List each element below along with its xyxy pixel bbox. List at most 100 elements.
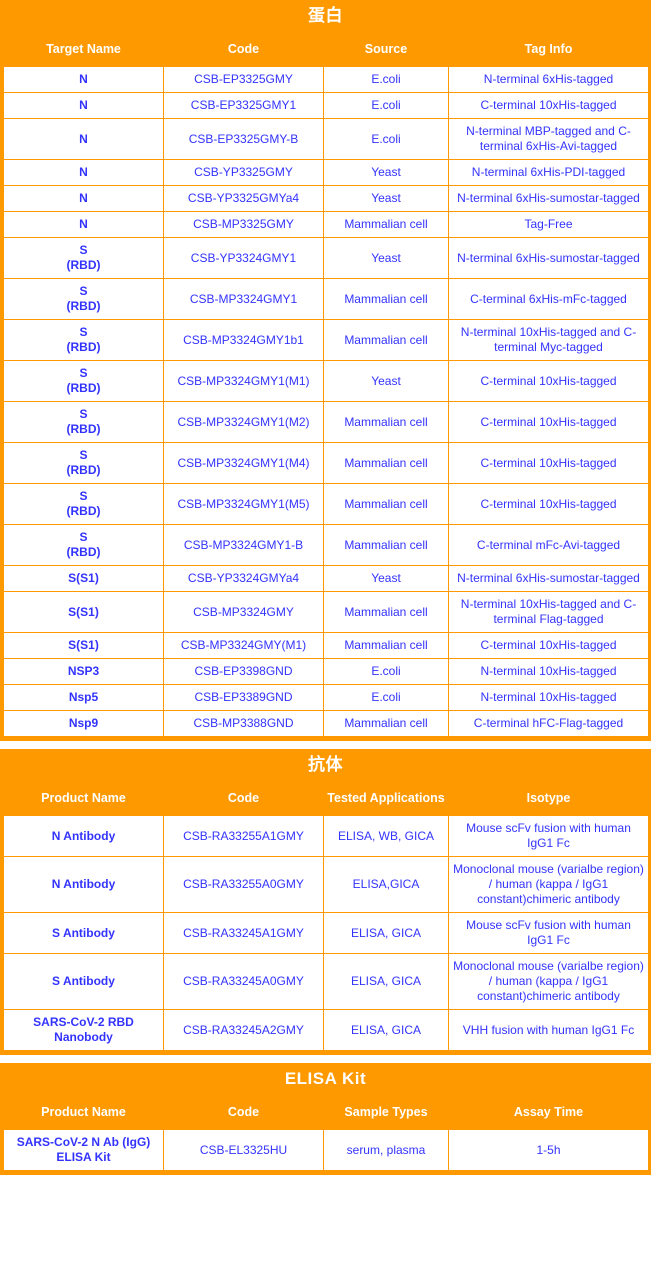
cell-name-line2: (RBD) <box>66 340 101 354</box>
cell-name-line1: S(S1) <box>68 604 99 619</box>
cell-name-line1: S <box>79 243 88 257</box>
table-row: S (RBD) CSB-MP3324GMY1-B Mammalian cell C-te… <box>3 524 649 566</box>
cell-tag: N-terminal 6xHis-sumostar-tagged <box>448 237 649 279</box>
cell-name-line1: N <box>79 72 88 86</box>
column-header: Tag Info <box>448 32 649 67</box>
cell-name: Nsp5 <box>3 684 164 711</box>
cell-source: E.coli <box>323 66 449 93</box>
cell-source: Mammalian cell <box>323 632 449 659</box>
table-row: S Antibody CSB-RA33245A1GMY ELISA, GICA Mou… <box>3 912 649 954</box>
cell-tag: Monoclonal mouse (varialbe region) / hum… <box>448 953 649 1010</box>
table-row: S (RBD) CSB-MP3324GMY1b1 Mammalian cell N-te… <box>3 319 649 361</box>
cell-tag: 1-5h <box>448 1129 649 1171</box>
cell-name-line1: S <box>79 366 88 380</box>
cell-code: CSB-MP3325GMY <box>163 211 324 238</box>
cell-name: Nsp9 <box>3 710 164 737</box>
cell-name: N <box>3 211 164 238</box>
table-proteins: Target Name Code Source Tag Info N CSB-EP3325… <box>3 32 649 737</box>
cell-tag: C-terminal hFC-Flag-tagged <box>448 710 649 737</box>
cell-code: CSB-RA33255A0GMY <box>163 856 324 913</box>
cell-code: CSB-EP3325GMY <box>163 66 324 93</box>
cell-name-line2: (RBD) <box>66 545 101 559</box>
table-row: S (RBD) CSB-YP3324GMY1 Yeast N-terminal 6xHi… <box>3 237 649 279</box>
cell-name-line1: N Antibody <box>51 877 116 891</box>
cell-source: Yeast <box>323 185 449 212</box>
cell-name-line1: SARS-CoV-2 N Ab (IgG) <box>16 1135 151 1149</box>
cell-code: CSB-RA33245A2GMY <box>163 1009 324 1051</box>
cell-name: N Antibody <box>3 815 164 857</box>
cell-tag: N-terminal 10xHis-tagged <box>448 684 649 711</box>
column-header: Isotype <box>448 781 649 816</box>
cell-source: Mammalian cell <box>323 591 449 633</box>
cell-code: CSB-RA33245A0GMY <box>163 953 324 1010</box>
table-row: N CSB-EP3325GMY-B E.coli N-terminal MBP-tag… <box>3 118 649 160</box>
cell-name: S (RBD) <box>3 278 164 320</box>
section-proteins: 蛋白 Target Name Code Source Tag Info N CSB-EP33… <box>0 0 651 741</box>
cell-source: Mammalian cell <box>323 278 449 320</box>
column-header: Source <box>323 32 449 67</box>
cell-tag: Mouse scFv fusion with human IgG1 Fc <box>448 815 649 857</box>
cell-tag: N-terminal 6xHis-sumostar-tagged <box>448 185 649 212</box>
cell-name-line2: ELISA Kit <box>56 1150 111 1164</box>
cell-code: CSB-RA33255A1GMY <box>163 815 324 857</box>
cell-tag: C-terminal mFc-Avi-tagged <box>448 524 649 566</box>
column-header: Product Name <box>3 781 164 816</box>
cell-code: CSB-MP3324GMY1(M2) <box>163 401 324 443</box>
table-row: S (RBD) CSB-MP3324GMY1(M4) Mammalian cell C-… <box>3 442 649 484</box>
column-header: Target Name <box>3 32 164 67</box>
cell-name-line2: (RBD) <box>66 299 101 313</box>
section-title: ELISA Kit <box>284 1069 367 1088</box>
table-antibodies: Product Name Code Tested Applications Isoty… <box>3 781 649 1051</box>
cell-source: serum, plasma <box>323 1129 449 1171</box>
cell-tag: Monoclonal mouse (varialbe region) / hum… <box>448 856 649 913</box>
cell-tag: C-terminal 10xHis-tagged <box>448 360 649 402</box>
cell-source: Yeast <box>323 360 449 402</box>
cell-code: CSB-EP3325GMY-B <box>163 118 324 160</box>
cell-tag: N-terminal 10xHis-tagged <box>448 658 649 685</box>
cell-source: E.coli <box>323 92 449 119</box>
cell-code: CSB-MP3324GMY(M1) <box>163 632 324 659</box>
cell-source: Yeast <box>323 159 449 186</box>
cell-name: S(S1) <box>3 632 164 659</box>
cell-code: CSB-RA33245A1GMY <box>163 912 324 954</box>
cell-tag: N-terminal MBP-tagged and C-terminal 6xH… <box>448 118 649 160</box>
table-header-row: Target Name Code Source Tag Info <box>3 32 649 67</box>
table-row: N CSB-EP3325GMY1 E.coli C-terminal 10xHis-t… <box>3 92 649 119</box>
cell-tag: N-terminal 10xHis-tagged and C-terminal … <box>448 591 649 633</box>
cell-name-line1: SARS-CoV-2 RBD <box>33 1015 134 1029</box>
cell-name-line2: (RBD) <box>66 258 101 272</box>
cell-source: ELISA, GICA <box>323 1009 449 1051</box>
cell-code: CSB-MP3324GMY1(M5) <box>163 483 324 525</box>
cell-tag: C-terminal 10xHis-tagged <box>448 442 649 484</box>
cell-tag: C-terminal 10xHis-tagged <box>448 401 649 443</box>
table-row: NSP3 CSB-EP3398GND E.coli N-terminal 10xHis… <box>3 658 649 685</box>
cell-name: N <box>3 159 164 186</box>
cell-name-line1: S Antibody <box>52 974 115 988</box>
cell-source: E.coli <box>323 658 449 685</box>
column-header: Assay Time <box>448 1095 649 1130</box>
table-row: N CSB-YP3325GMY Yeast N-terminal 6xHis-PDI-… <box>3 159 649 186</box>
cell-source: ELISA, GICA <box>323 953 449 1010</box>
cell-name-line1: N <box>79 98 88 112</box>
table-header-row: Product Name Code Sample Types Assay Time <box>3 1095 649 1130</box>
cell-name-line1: NSP3 <box>67 664 100 678</box>
cell-source: Yeast <box>323 237 449 279</box>
column-header: Code <box>163 1095 324 1130</box>
table-row: N Antibody CSB-RA33255A1GMY ELISA, WB, GIC… <box>3 815 649 857</box>
table-row: S (RBD) CSB-MP3324GMY1(M5) Mammalian cell C-… <box>3 483 649 525</box>
cell-name: S (RBD) <box>3 401 164 443</box>
cell-source: Mammalian cell <box>323 401 449 443</box>
cell-source: Yeast <box>323 565 449 592</box>
cell-name-line1: S <box>79 489 88 503</box>
cell-name: S (RBD) <box>3 442 164 484</box>
cell-name-line1: S <box>79 284 88 298</box>
cell-source: Mammalian cell <box>323 483 449 525</box>
table-row: N CSB-YP3325GMYa4 Yeast N-terminal 6xHis-su… <box>3 185 649 212</box>
cell-name-line2: Nanobody <box>54 1030 113 1044</box>
table-row: Nsp9 CSB-MP3388GND Mammalian cell C-termina… <box>3 710 649 737</box>
cell-name: SARS-CoV-2 RBD Nanobody <box>3 1009 164 1051</box>
product-tables-page: 蛋白 Target Name Code Source Tag Info N CSB-EP33… <box>0 0 651 1175</box>
cell-name-line1: S(S1) <box>68 638 99 652</box>
cell-code: CSB-MP3324GMY1b1 <box>163 319 324 361</box>
cell-name-line1: S Antibody <box>52 925 115 940</box>
